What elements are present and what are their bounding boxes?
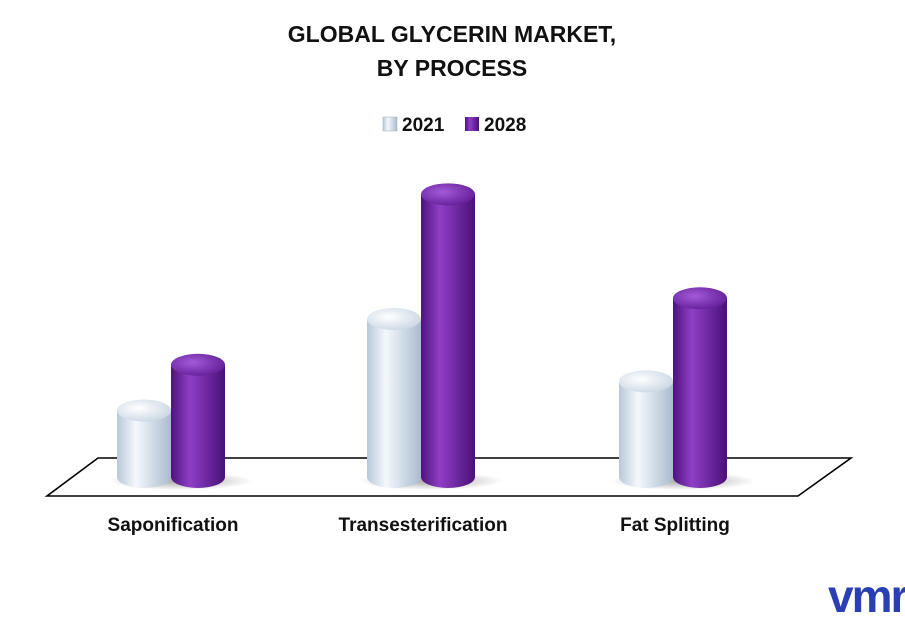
- bar-cap-transesterification-2028: [421, 183, 475, 206]
- bar-body-saponification-2021: [117, 410, 171, 488]
- bar-body-fat-splitting-2021: [619, 381, 673, 488]
- bar-body-transesterification-2021: [367, 319, 421, 488]
- bar-cap-transesterification-2021: [367, 308, 421, 331]
- chart-title-line-2: BY PROCESS: [377, 55, 527, 81]
- bar-cap-fat-splitting-2021: [619, 370, 673, 393]
- bar-body-saponification-2028: [171, 364, 225, 488]
- category-label-fat-splitting: Fat Splitting: [620, 515, 730, 536]
- legend-swatch-2021: [382, 116, 398, 132]
- bar-fat-splitting-2021: [619, 370, 673, 488]
- bars-layer: [109, 183, 755, 490]
- category-label-saponification: Saponification: [108, 515, 239, 536]
- legend-label-2021: 2021: [402, 115, 445, 136]
- bar-saponification-2028: [171, 353, 225, 488]
- chart-title-line-1: GLOBAL GLYCERIN MARKET,: [288, 21, 616, 47]
- bar-saponification-2021: [117, 399, 171, 488]
- bar-body-fat-splitting-2028: [673, 298, 727, 488]
- bar-cap-fat-splitting-2028: [673, 287, 727, 310]
- legend: 2021 2028: [382, 115, 526, 136]
- bar-body-transesterification-2028: [421, 194, 475, 489]
- legend-label-2028: 2028: [484, 115, 526, 136]
- legend-swatch-2028: [465, 117, 479, 131]
- bar-cap-saponification-2028: [171, 353, 225, 376]
- bar-transesterification-2028: [421, 183, 475, 489]
- category-label-transesterification: Transesterification: [339, 515, 508, 536]
- bar-cap-saponification-2021: [117, 399, 171, 422]
- bar-fat-splitting-2028: [673, 287, 727, 488]
- bar-transesterification-2021: [367, 308, 421, 488]
- vmr-logo: vmr: [828, 570, 905, 618]
